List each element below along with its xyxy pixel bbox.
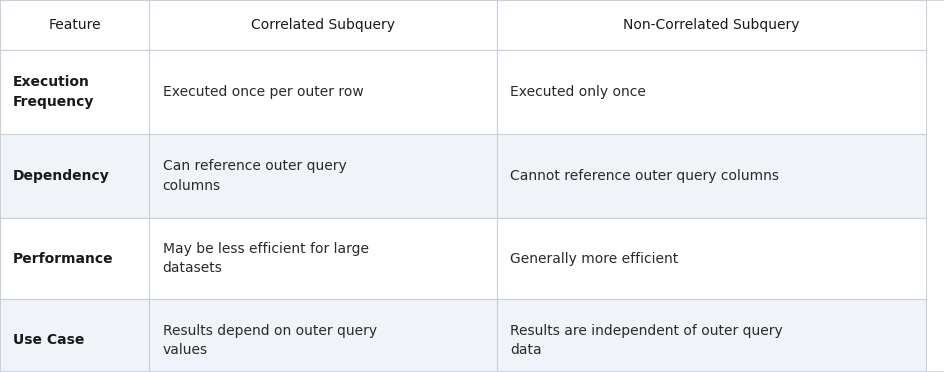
- Bar: [0, 0, 149, 50]
- Bar: [0, 134, 149, 218]
- Text: Performance: Performance: [13, 251, 113, 266]
- Text: Non-Correlated Subquery: Non-Correlated Subquery: [623, 18, 799, 32]
- Text: Feature: Feature: [48, 18, 101, 32]
- Bar: [149, 0, 497, 50]
- Bar: [0, 218, 149, 299]
- Bar: [0, 299, 149, 372]
- Text: Execution
Frequency: Execution Frequency: [13, 75, 94, 109]
- Text: Results depend on outer query
values: Results depend on outer query values: [162, 324, 377, 357]
- Bar: [149, 218, 497, 299]
- Bar: [149, 134, 497, 218]
- Text: Correlated Subquery: Correlated Subquery: [251, 18, 395, 32]
- Bar: [497, 0, 925, 50]
- Text: Results are independent of outer query
data: Results are independent of outer query d…: [510, 324, 783, 357]
- Text: Cannot reference outer query columns: Cannot reference outer query columns: [510, 169, 779, 183]
- Bar: [0, 50, 149, 134]
- Bar: [497, 134, 925, 218]
- Text: Dependency: Dependency: [13, 169, 110, 183]
- Bar: [149, 50, 497, 134]
- Text: Can reference outer query
columns: Can reference outer query columns: [162, 159, 346, 193]
- Text: Executed once per outer row: Executed once per outer row: [162, 85, 362, 99]
- Text: Use Case: Use Case: [13, 333, 85, 347]
- Text: Executed only once: Executed only once: [510, 85, 646, 99]
- Text: Generally more efficient: Generally more efficient: [510, 251, 678, 266]
- Text: May be less efficient for large
datasets: May be less efficient for large datasets: [162, 242, 368, 275]
- Bar: [497, 50, 925, 134]
- Bar: [497, 299, 925, 372]
- Bar: [149, 299, 497, 372]
- Bar: [497, 218, 925, 299]
